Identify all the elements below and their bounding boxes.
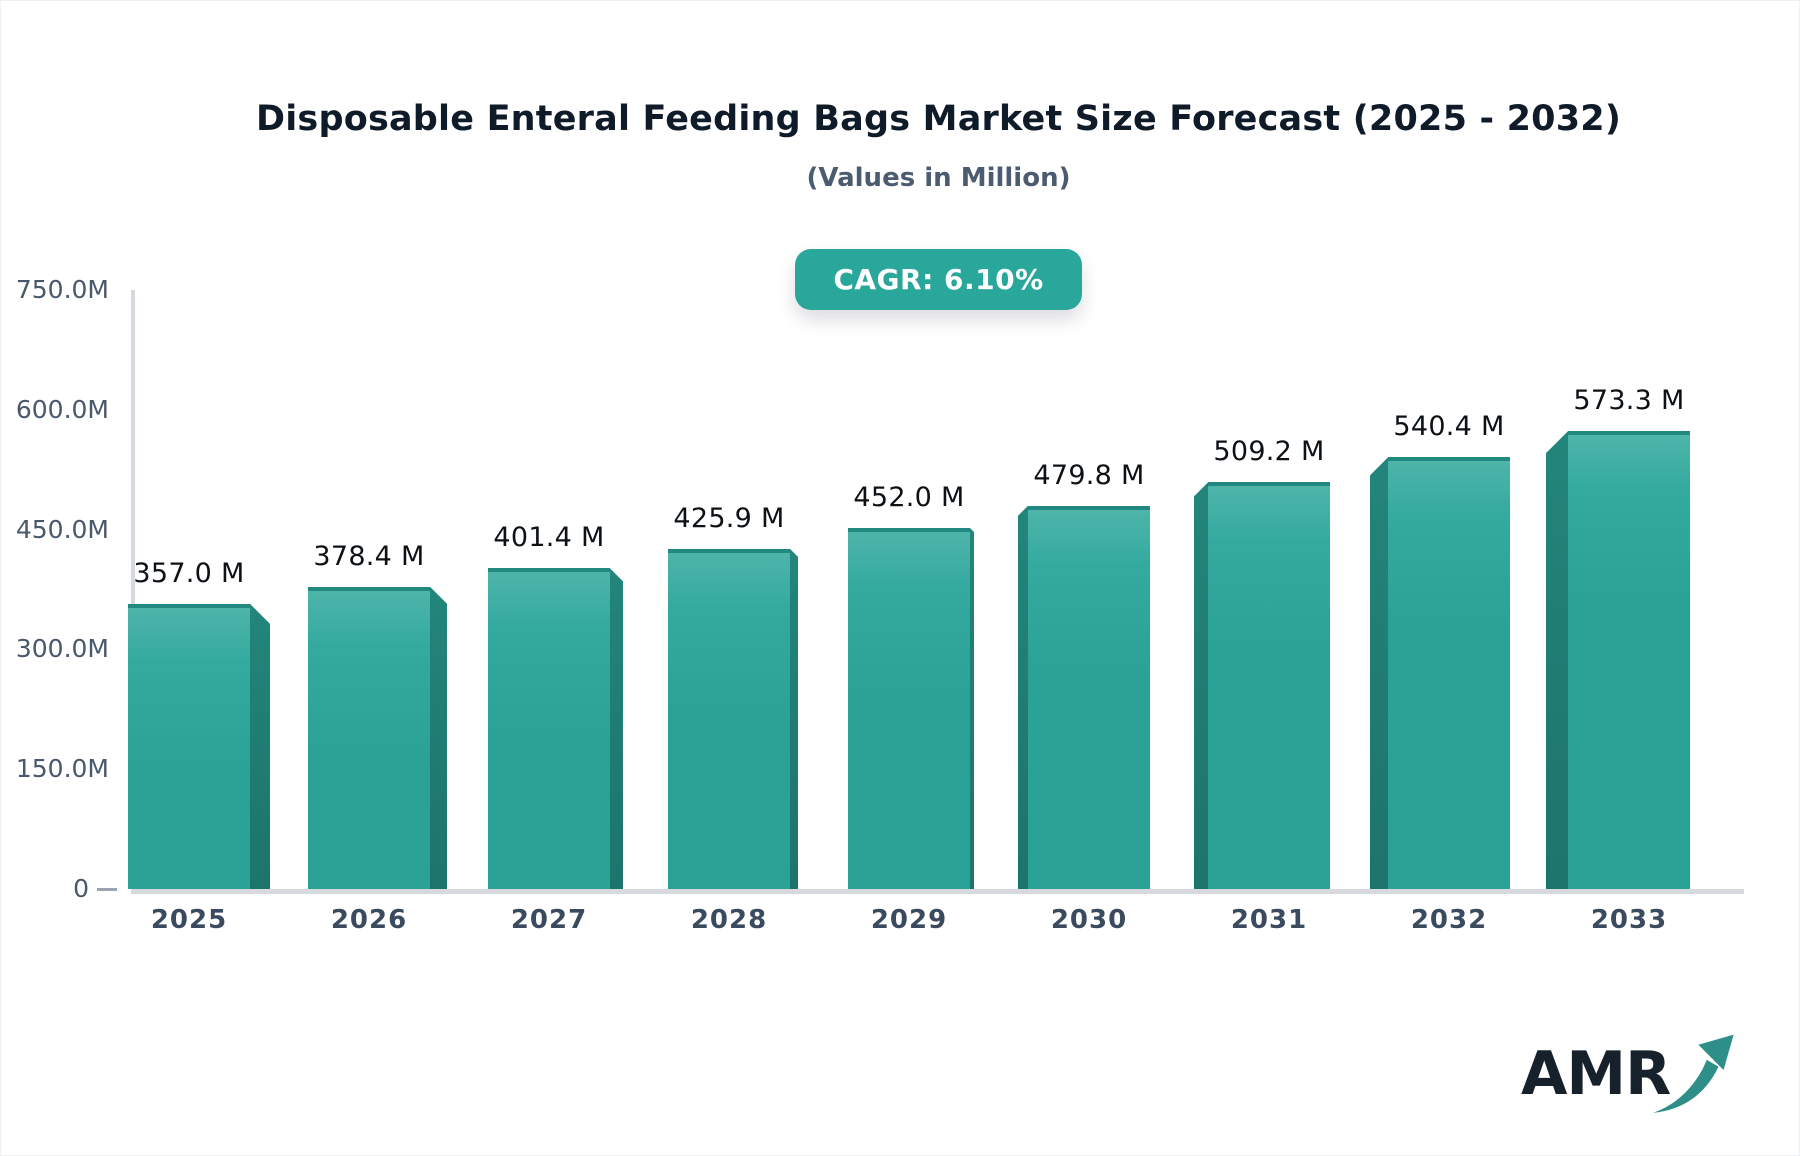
bar-top-cap (1388, 457, 1510, 462)
bar-top-cap (1028, 505, 1150, 510)
x-axis-label: 2029 (870, 905, 948, 935)
x-axis-label: 2032 (1410, 905, 1488, 935)
x-axis-line (131, 889, 1744, 894)
x-axis-label: 2030 (1050, 905, 1128, 935)
amr-logo-text: AMR (1521, 1039, 1671, 1109)
bar-value-label: 540.4 M (1393, 411, 1505, 443)
growth-arrow-icon (1653, 1034, 1734, 1113)
y-axis-line (131, 290, 135, 889)
bar-value-label: 378.4 M (313, 540, 425, 572)
chart-title: Disposable Enteral Feeding Bags Market S… (255, 99, 1622, 139)
bar-value-label: 573.3 M (1573, 385, 1685, 417)
bar-top-cap (1568, 431, 1690, 436)
y-tick-label: 0 (73, 874, 89, 903)
zero-tick-dash (97, 888, 117, 891)
y-tick-label: 750.0M (15, 275, 109, 304)
bar-value-label: 357.0 M (133, 557, 245, 589)
bar-group[interactable] (1546, 431, 1690, 889)
bar-side-face (970, 528, 974, 889)
bar-group[interactable] (668, 548, 798, 889)
bar-top-cap (128, 603, 250, 608)
x-axis-label: 2033 (1590, 905, 1668, 935)
y-tick-label: 600.0M (15, 394, 109, 424)
bar-group[interactable] (1370, 457, 1510, 889)
bar-group[interactable] (128, 603, 270, 889)
bar-group[interactable] (308, 586, 447, 889)
bar-top-cap (848, 528, 970, 532)
x-axis-label: 2027 (510, 905, 588, 935)
bar-value-label: 509.2 M (1213, 436, 1325, 468)
x-axis-label: 2026 (330, 905, 408, 935)
bar-value-label: 452.0 M (853, 482, 965, 513)
amr-logo: AMR (1521, 1033, 1734, 1123)
x-axis-label: 2031 (1230, 905, 1308, 935)
y-tick-label: 450.0M (15, 514, 109, 544)
bar-group[interactable] (848, 528, 974, 889)
bar-group[interactable] (1018, 505, 1150, 889)
bar-side-face (250, 603, 270, 889)
cagr-badge: CAGR: 6.10% (795, 249, 1082, 310)
y-tick-label: 150.0M (15, 754, 109, 784)
bar-side-face (610, 568, 623, 889)
cagr-badge-row: CAGR: 6.10% (133, 249, 1744, 310)
bar-side-face (1370, 457, 1388, 889)
y-tick-label: 300.0M (15, 634, 109, 664)
bar-side-face (1018, 505, 1028, 889)
bar-side-face (430, 586, 447, 889)
x-axis-label: 2025 (150, 905, 228, 935)
bar-side-face (1546, 431, 1568, 889)
bar-top-cap (308, 586, 430, 591)
bar-group[interactable] (488, 568, 623, 889)
bar-group[interactable] (1194, 482, 1330, 889)
bar-top-cap (1208, 482, 1330, 487)
chart-subtitle: (Values in Million) (806, 163, 1071, 193)
bar-value-label: 479.8 M (1033, 459, 1145, 491)
bar-side-face (790, 548, 798, 889)
bar-top-cap (488, 568, 610, 573)
bar-side-face (1194, 482, 1208, 889)
bar-top-cap (668, 548, 790, 553)
bar-value-label: 401.4 M (493, 522, 605, 554)
x-axis-label: 2028 (690, 905, 768, 935)
cagr-badge-label: CAGR: 6.10% (833, 263, 1044, 296)
bar-value-label: 425.9 M (673, 502, 785, 534)
